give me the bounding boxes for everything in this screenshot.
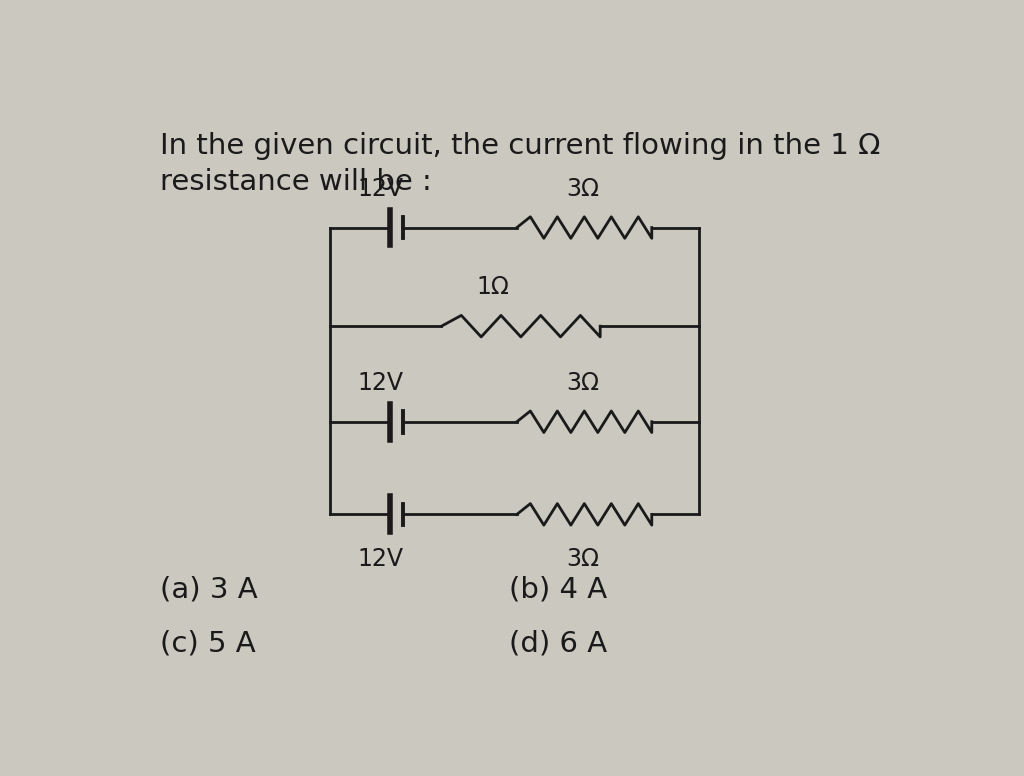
Text: (d) 6 A: (d) 6 A (509, 630, 607, 658)
Text: (b) 4 A: (b) 4 A (509, 576, 607, 604)
Text: 3Ω: 3Ω (566, 177, 599, 201)
Text: 12V: 12V (357, 177, 403, 201)
Text: 3Ω: 3Ω (566, 547, 599, 571)
Text: 3Ω: 3Ω (566, 371, 599, 395)
Text: 12V: 12V (357, 371, 403, 395)
Text: 12V: 12V (357, 547, 403, 571)
Text: resistance will be :: resistance will be : (160, 168, 431, 196)
Text: 1Ω: 1Ω (476, 275, 510, 300)
Text: (a) 3 A: (a) 3 A (160, 576, 257, 604)
Text: In the given circuit, the current flowing in the 1 Ω: In the given circuit, the current flowin… (160, 132, 880, 160)
Text: (c) 5 A: (c) 5 A (160, 630, 255, 658)
